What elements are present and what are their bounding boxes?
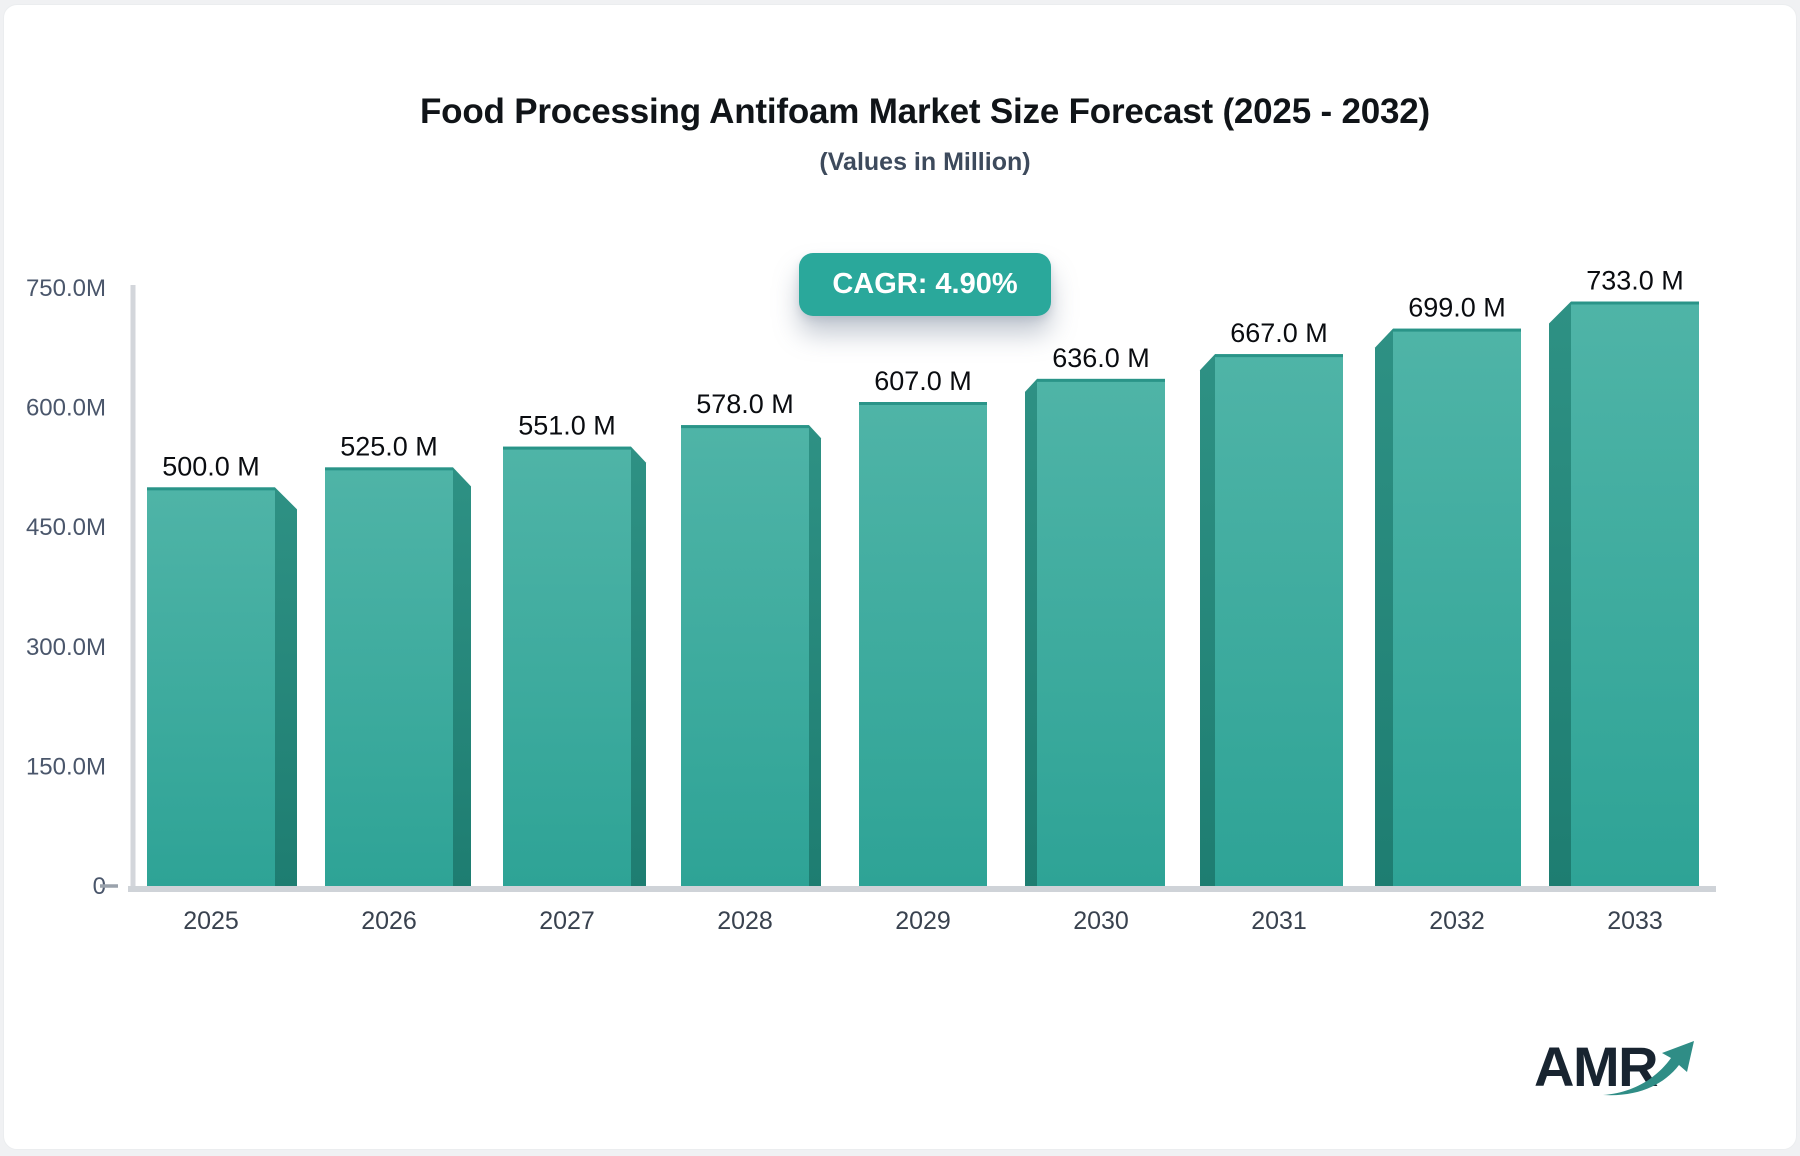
- x-axis-label: 2030: [1073, 907, 1129, 935]
- bar-2033: [1549, 301, 1699, 886]
- bar-front-face: [681, 425, 809, 886]
- x-axis-label: 2033: [1607, 907, 1663, 935]
- x-axis-label: 2031: [1251, 907, 1307, 935]
- bar-value-label: 607.0 M: [874, 366, 972, 396]
- bar-front-face: [859, 402, 987, 886]
- growth-arrow-icon: [1603, 1041, 1694, 1096]
- x-axis-label: 2027: [539, 907, 595, 935]
- bar-2032: [1375, 328, 1521, 886]
- bar-side-face: [809, 425, 821, 886]
- bar-side-face: [1375, 328, 1393, 886]
- bar-front-face: [1571, 301, 1699, 886]
- bar-front-face: [1215, 354, 1343, 886]
- y-axis-label: 600.0M: [26, 395, 106, 422]
- y-axis-label: 150.0M: [26, 753, 106, 780]
- bar-side-face: [453, 467, 471, 886]
- bar-side-face: [275, 487, 297, 886]
- y-axis-label: 0: [93, 873, 106, 900]
- bar-2028: [681, 425, 821, 886]
- bar-side-face: [1200, 354, 1215, 886]
- bar-front-face: [325, 467, 453, 886]
- amr-logo: AMR: [1534, 1034, 1724, 1114]
- bar-front-face: [1393, 328, 1521, 886]
- bar-value-label: 525.0 M: [340, 431, 438, 461]
- bar-front-face: [1037, 378, 1165, 886]
- bar-value-label: 699.0 M: [1408, 293, 1506, 323]
- bar-2027: [503, 446, 646, 886]
- chart-subtitle: (Values in Million): [819, 148, 1031, 176]
- bar-side-face: [631, 446, 646, 886]
- bar-2030: [1025, 378, 1165, 886]
- bar-2029: [859, 402, 987, 886]
- x-axis-label: 2025: [183, 907, 239, 935]
- cagr-badge: CAGR: 4.90%: [799, 253, 1051, 316]
- chart-title: Food Processing Antifoam Market Size For…: [419, 92, 1430, 131]
- bar-value-label: 578.0 M: [696, 389, 794, 419]
- x-axis-label: 2032: [1429, 907, 1485, 935]
- bar-value-label: 667.0 M: [1230, 318, 1328, 348]
- bar-value-label: 500.0 M: [162, 451, 260, 481]
- y-axis-label: 450.0M: [26, 514, 106, 541]
- bar-front-face: [503, 446, 631, 886]
- x-axis-label: 2029: [895, 907, 951, 935]
- y-axis-label: 750.0M: [26, 275, 106, 302]
- bar-2025: [147, 487, 297, 886]
- bar-2031: [1200, 354, 1343, 886]
- bar-2026: [325, 467, 471, 886]
- bar-value-label: 636.0 M: [1052, 343, 1150, 373]
- x-axis-label: 2026: [361, 907, 417, 935]
- y-axis-label: 300.0M: [26, 634, 106, 661]
- bar-value-label: 551.0 M: [518, 411, 616, 441]
- bar-front-face: [147, 487, 275, 886]
- bar-side-face: [1549, 301, 1571, 886]
- x-axis-label: 2028: [717, 907, 773, 935]
- bar-side-face: [1025, 378, 1037, 886]
- cagr-badge-rail: CAGR: 4.90%: [50, 253, 1800, 316]
- bar-value-label: 733.0 M: [1586, 266, 1684, 296]
